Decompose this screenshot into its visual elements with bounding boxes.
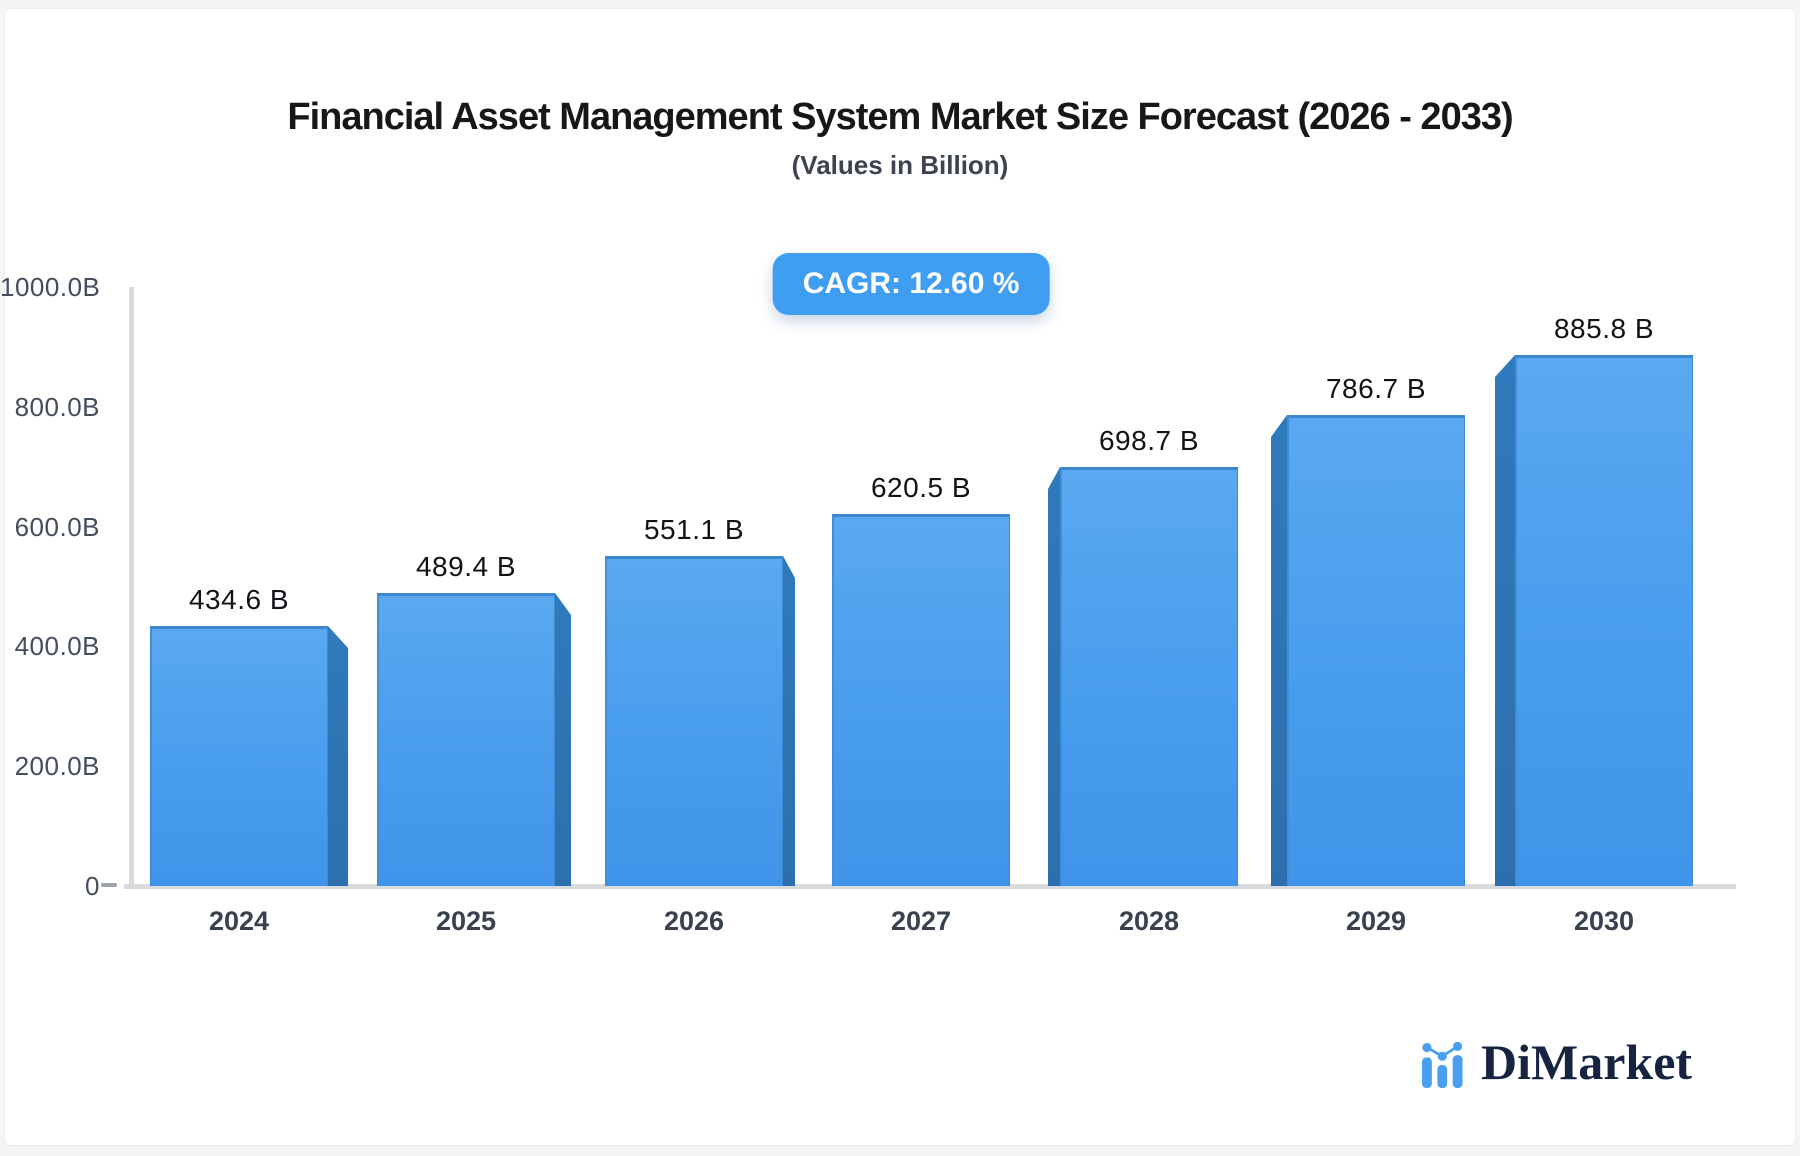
- bar-front-face: [605, 556, 783, 886]
- brand-logo: DiMarket: [1421, 1036, 1692, 1088]
- y-axis-label: 1000.0B: [0, 272, 101, 302]
- y-axis-line: [129, 287, 134, 886]
- bar-2025[interactable]: [377, 593, 571, 886]
- x-axis-label-2026: 2026: [663, 906, 725, 936]
- y-axis-label: 600.0B: [14, 512, 100, 542]
- bar-value-label: 551.1 B: [643, 514, 745, 545]
- bar-front-face: [832, 514, 1010, 886]
- bar-2030[interactable]: [1495, 355, 1693, 886]
- bar-value-label: 786.7 B: [1325, 373, 1427, 404]
- x-axis-label-2024: 2024: [208, 906, 270, 936]
- bar-side-face: [555, 593, 571, 886]
- bar-side-face: [1048, 467, 1060, 886]
- y-axis-label: 800.0B: [14, 392, 100, 422]
- page-subtitle: (Values in Billion): [791, 150, 1009, 180]
- zero-tick-mark: [101, 883, 117, 887]
- bar-front-face: [1060, 467, 1238, 886]
- bar-side-face: [1495, 355, 1515, 886]
- bar-side-face: [1271, 415, 1287, 886]
- bar-2026[interactable]: [605, 556, 795, 886]
- x-axis-label-2025: 2025: [435, 906, 497, 936]
- bar-front-face: [1515, 355, 1693, 886]
- bar-side-face: [328, 626, 348, 886]
- bar-value-label: 885.8 B: [1553, 313, 1655, 344]
- y-axis-label: 0: [85, 871, 100, 901]
- bar-2028[interactable]: [1048, 467, 1238, 886]
- bar-value-label: 620.5 B: [870, 472, 972, 503]
- x-axis-label-2029: 2029: [1345, 906, 1407, 936]
- bar-value-label: 434.6 B: [188, 584, 290, 615]
- y-axis-label: 200.0B: [14, 751, 100, 781]
- bar-value-label: 698.7 B: [1098, 425, 1200, 456]
- dimarket-logo-icon: [1422, 1042, 1463, 1088]
- x-axis-line: [124, 884, 1736, 889]
- bar-front-face: [150, 626, 328, 886]
- bar-2027[interactable]: [832, 514, 1010, 886]
- bar-2024[interactable]: [150, 626, 348, 886]
- x-axis-label-2028: 2028: [1118, 906, 1180, 936]
- x-axis-label-2030: 2030: [1573, 906, 1635, 936]
- bar-value-label: 489.4 B: [415, 551, 517, 582]
- bar-2029[interactable]: [1271, 415, 1465, 886]
- bar-front-face: [377, 593, 555, 886]
- y-axis-label: 400.0B: [14, 631, 100, 661]
- page-title: Financial Asset Management System Market…: [287, 96, 1513, 138]
- bar-side-face: [783, 556, 795, 886]
- bar-front-face: [1287, 415, 1465, 886]
- x-axis-label-2027: 2027: [890, 906, 952, 936]
- brand-name: DiMarket: [1481, 1034, 1693, 1090]
- cagr-badge: CAGR: 12.60 %: [772, 253, 1050, 315]
